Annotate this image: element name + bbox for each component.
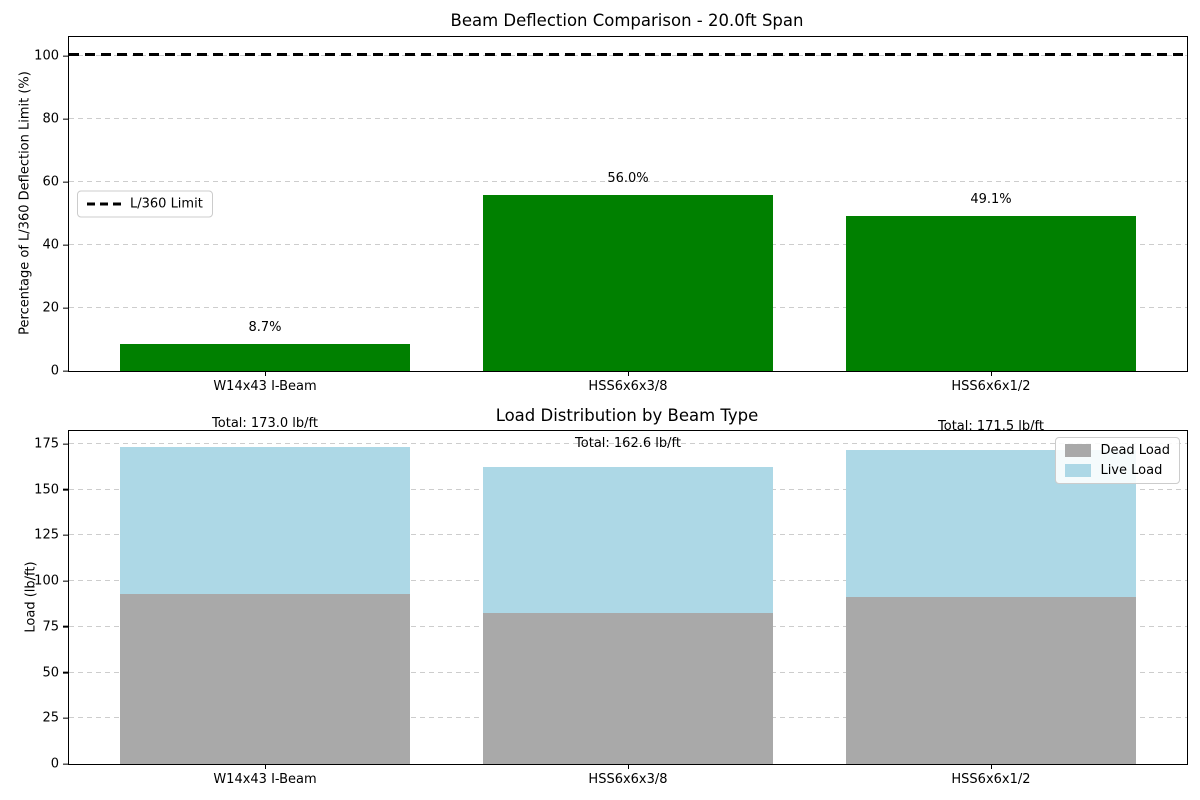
y-tick-label: 100 xyxy=(34,573,59,589)
bar-value-label-w14x43-i-beam: 8.7% xyxy=(248,319,282,335)
bar-hss6x6x1-2-value xyxy=(845,216,1137,371)
y-tick-mark xyxy=(63,443,69,445)
plot-area-deflection: 0 20 40 60 80 100 8.7% W14x43 I-Beam 56.0% HSS6x6… xyxy=(34,36,1188,394)
x-tick-label-hss6x6x1-2: HSS6x6x1/2 xyxy=(951,772,1031,787)
legend-label: L/360 Limit xyxy=(130,196,203,212)
y-tick-mark xyxy=(63,626,69,628)
x-tick-label-hss6x6x3-8: HSS6x6x3/8 xyxy=(588,379,668,394)
bar-hss6x6x1-2-dead-load xyxy=(845,596,1137,764)
x-tick-label-w14x43-i-beam: W14x43 I-Beam xyxy=(213,772,317,787)
bar-value-label-hss6x6x3-8: 56.0% xyxy=(607,170,649,186)
y-tick-mark xyxy=(63,244,69,246)
gridline xyxy=(69,442,1187,444)
y-tick-mark xyxy=(63,55,69,57)
y-tick-mark xyxy=(63,534,69,536)
y-tick-mark xyxy=(63,370,69,372)
x-tick-mark xyxy=(265,371,267,376)
bar-w14x43-i-beam-live-load xyxy=(119,447,411,594)
bar-hss6x6x3-8-dead-load xyxy=(482,612,774,764)
bar-hss6x6x3-8-value xyxy=(482,194,774,371)
legend-entry-l-360-limit: L/360 Limit xyxy=(87,197,203,212)
y-tick-mark xyxy=(63,181,69,183)
y-tick-label: 150 xyxy=(34,482,59,498)
x-tick-mark xyxy=(990,764,993,769)
limit-line xyxy=(69,53,1187,56)
y-tick-mark xyxy=(63,118,69,120)
bar-value-label-w14x43-i-beam: Total: 173.0 lb/ft xyxy=(212,416,318,432)
y-tick-label: 25 xyxy=(42,710,59,726)
y-tick-mark xyxy=(63,717,69,719)
legend-color-swatch xyxy=(1065,464,1092,477)
plot-area-load: 0 25 50 75 100 125 150 175 Total: 173.0 lb/ft W14… xyxy=(34,416,1188,787)
bar-w14x43-i-beam-dead-load xyxy=(119,593,411,764)
gridline xyxy=(69,180,1187,182)
y-tick-label: 0 xyxy=(50,756,59,772)
x-tick-label-w14x43-i-beam: W14x43 I-Beam xyxy=(213,379,317,394)
bar-w14x43-i-beam-value xyxy=(119,343,411,371)
x-tick-label-hss6x6x1-2: HSS6x6x1/2 xyxy=(951,379,1031,394)
legend-entry-live-load: Live Load xyxy=(1065,463,1170,478)
bar-value-label-hss6x6x3-8: Total: 162.6 lb/ft xyxy=(575,435,681,451)
legend-color-swatch xyxy=(1065,444,1092,457)
legend-entry-dead-load: Dead Load xyxy=(1065,443,1170,458)
y-tick-mark xyxy=(63,307,69,309)
x-tick-mark xyxy=(265,764,267,769)
y-tick-label: 125 xyxy=(34,527,59,543)
legend-dash-sample xyxy=(87,202,121,206)
bar-value-label-hss6x6x1-2: 49.1% xyxy=(970,192,1012,208)
legend: Dead Load Live Load xyxy=(1055,437,1180,484)
y-tick-label: 40 xyxy=(42,237,59,253)
x-tick-label-hss6x6x3-8: HSS6x6x3/8 xyxy=(588,772,668,787)
legend: L/360 Limit xyxy=(77,190,213,218)
chart-title-load: Load Distribution by Beam Type xyxy=(495,406,759,425)
y-tick-label: 50 xyxy=(42,665,59,681)
bar-hss6x6x3-8-live-load xyxy=(482,466,774,613)
y-tick-mark xyxy=(63,580,69,582)
legend-label: Dead Load xyxy=(1100,443,1170,458)
y-axis-label-deflection: Percentage of L/360 Deflection Limit (%) xyxy=(17,71,33,335)
y-tick-mark xyxy=(63,488,69,491)
y-tick-label: 80 xyxy=(42,111,59,127)
y-tick-mark xyxy=(63,671,69,674)
legend-label: Live Load xyxy=(1100,463,1163,478)
y-tick-label: 0 xyxy=(50,363,59,379)
x-tick-mark xyxy=(990,371,993,376)
y-tick-label: 20 xyxy=(42,300,59,316)
y-tick-label: 60 xyxy=(42,174,59,190)
x-tick-mark xyxy=(628,764,630,769)
y-tick-label: 75 xyxy=(42,619,59,635)
y-tick-label: 175 xyxy=(34,436,59,452)
y-tick-label: 100 xyxy=(34,48,59,64)
chart-title-deflection: Beam Deflection Comparison - 20.0ft Span xyxy=(450,11,804,30)
bar-value-label-hss6x6x1-2: Total: 171.5 lb/ft xyxy=(938,419,1044,435)
gridline xyxy=(69,117,1187,119)
x-tick-mark xyxy=(628,371,630,376)
y-tick-mark xyxy=(63,763,69,765)
